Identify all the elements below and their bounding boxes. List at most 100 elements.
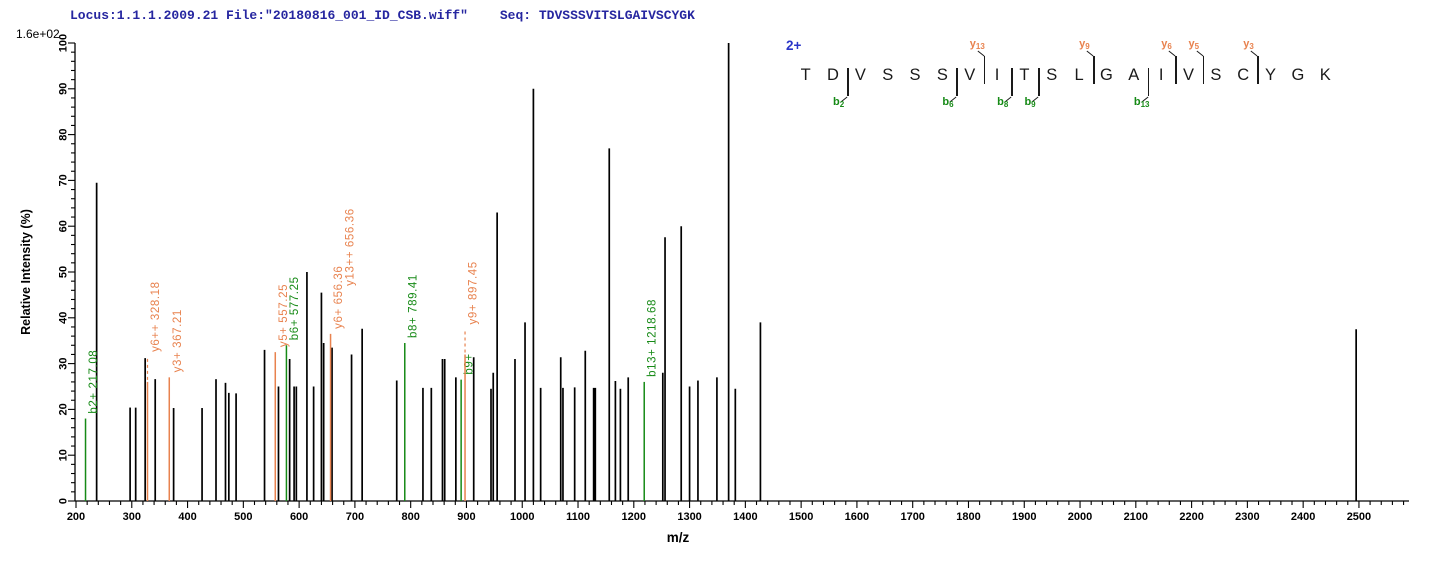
residue-letter: G [1291,66,1305,84]
y-cleavage-diagonal [1196,50,1204,57]
svg-text:10: 10 [58,449,70,461]
svg-text:2300: 2300 [1235,511,1259,523]
y-cleavage-mark [1257,56,1259,84]
svg-text:60: 60 [58,220,70,232]
y-cleavage-mark [1175,56,1177,84]
b-ion-label: b2+ 217.08 [88,350,100,414]
svg-text:900: 900 [457,511,475,523]
precursor-charge-label: 2+ [786,38,802,53]
svg-text:700: 700 [346,511,364,523]
svg-text:90: 90 [58,83,70,95]
y-ion-tag: y13 [969,38,985,51]
svg-text:70: 70 [58,174,70,186]
residue-letter: S [882,66,894,84]
svg-text:200: 200 [67,511,85,523]
annotated-peaks: b2+ 217.08 y6++ 328.18 y3+ 367.21 y5+ 557.2… [84,208,659,501]
y-cleavage-diagonal [977,50,985,57]
y-cleavage-diagonal [1250,50,1258,57]
residue-letter: K [1319,66,1331,84]
b-ion-label: b6+ 577.25 [289,276,301,340]
b-ion-tag: b13 [1133,96,1150,109]
svg-text:100: 100 [58,34,70,52]
tick-labels: 200 300 400 500 600 700 800 900 1000 1100 1200 1300… [58,34,1372,523]
residue-letter: V [1182,66,1194,84]
svg-text:2000: 2000 [1068,511,1092,523]
b-cleavage-mark [1011,68,1013,96]
svg-text:400: 400 [178,511,196,523]
svg-text:1600: 1600 [845,511,869,523]
x-axis-title: m/z [667,530,690,545]
residue-letter: I [1158,66,1164,84]
svg-text:2200: 2200 [1179,511,1203,523]
y-ion-label: y9+ 897.45 [468,261,480,324]
y-ion-label: y6++ 328.18 [150,281,162,352]
residue-letter: T [1019,66,1030,84]
header-line: Locus:1.1.1.2009.21 File:"20180816_001_I… [70,8,695,26]
y-cleavage-mark [983,56,986,84]
y-ion-label-secondary: y13++ 656.36 [345,208,357,286]
svg-text:30: 30 [58,357,70,369]
b-ion-tag: b8 [997,96,1009,109]
b-ion-label: b8+ 789.41 [407,274,419,338]
svg-text:2100: 2100 [1124,511,1148,523]
residue-letter: Y [1265,66,1277,84]
y-cleavage-diagonal [1086,50,1094,57]
b-cleavage-mark [956,68,958,96]
y-ion-tag: y9 [1079,38,1090,51]
y-ion-label: y3+ 367.21 [172,309,184,372]
svg-text:50: 50 [58,266,70,278]
b-ion-tag: b9 [1024,96,1036,109]
residue-letter: I [994,66,1000,84]
svg-text:800: 800 [402,511,420,523]
residue-letter: A [1128,66,1140,84]
y-ion-label: y6+ 656.36 [333,266,345,329]
b-cleavage-mark [847,68,849,96]
svg-text:1100: 1100 [566,511,590,523]
svg-text:1200: 1200 [622,511,646,523]
peaks [95,43,1358,501]
svg-text:0: 0 [58,498,70,504]
b-ion-label: b13+ 1218.68 [647,299,659,377]
b-ion-tag: b2 [833,96,845,109]
y-cleavage-diagonal [1168,50,1176,57]
svg-text:20: 20 [58,403,70,415]
svg-text:500: 500 [234,511,252,523]
residue-letter: V [964,66,976,84]
residue-letter: V [854,66,866,84]
svg-text:1.6e+02: 1.6e+02 [16,27,60,41]
residue-letter: D [827,66,839,84]
svg-text:1500: 1500 [789,511,813,523]
svg-text:2400: 2400 [1291,511,1315,523]
svg-text:600: 600 [290,511,308,523]
y-ion-tag: y5 [1188,38,1200,51]
ticks [68,42,1405,508]
y-cleavage-mark [1202,56,1205,84]
residue-letter: S [909,66,921,84]
y-ion-tag: y3 [1243,38,1254,51]
residue-letter: S [1210,66,1222,84]
svg-text:2500: 2500 [1347,511,1371,523]
y-ion-tag: y6 [1161,38,1172,51]
axis-titles: 1.6e+02 Relative Intensity (%) m/z [16,27,689,545]
residue-letter: T [800,66,811,84]
b-ion-label: b9+ [464,353,476,374]
residue-letter: L [1074,66,1084,84]
svg-text:1900: 1900 [1012,511,1036,523]
residue-letter: S [936,66,948,84]
svg-text:80: 80 [58,128,70,140]
locus-file-text: Locus:1.1.1.2009.21 File:"20180816_001_I… [70,8,468,23]
svg-text:1300: 1300 [677,511,701,523]
y-cleavage-mark [1093,56,1095,84]
b-ion-tag: b6 [942,96,954,109]
svg-text:300: 300 [123,511,141,523]
svg-text:1000: 1000 [510,511,534,523]
svg-text:1700: 1700 [900,511,924,523]
svg-text:1800: 1800 [956,511,980,523]
b-cleavage-mark [1038,68,1040,96]
y-axis-title: Relative Intensity (%) [19,209,33,335]
svg-text:1400: 1400 [733,511,757,523]
